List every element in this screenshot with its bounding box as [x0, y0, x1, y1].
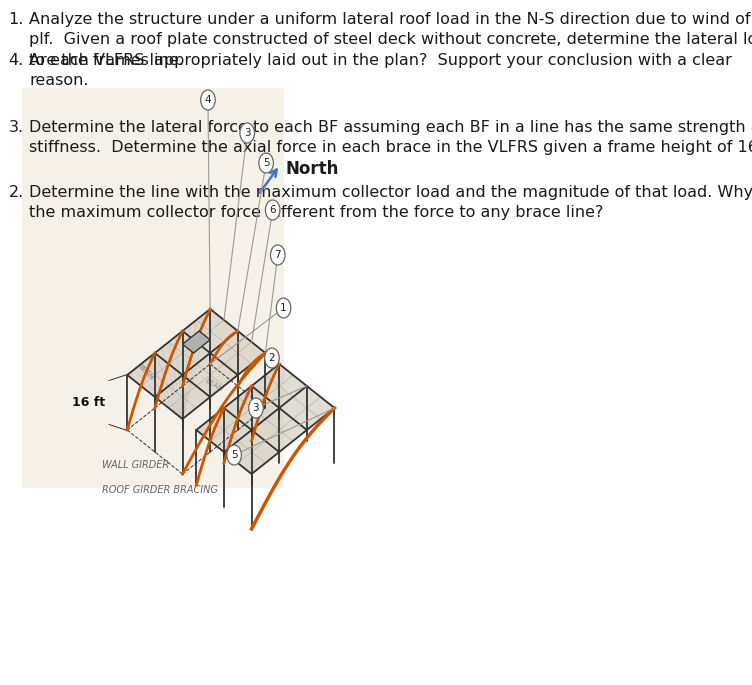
Text: ROOF GIRDER BRACING: ROOF GIRDER BRACING — [102, 485, 217, 495]
Text: 1.: 1. — [9, 12, 24, 27]
Text: North: North — [286, 160, 339, 178]
Text: 3: 3 — [244, 128, 250, 138]
Circle shape — [249, 398, 263, 418]
Text: 6: 6 — [269, 205, 276, 215]
Text: 2.: 2. — [9, 185, 24, 200]
Polygon shape — [183, 331, 210, 353]
Circle shape — [276, 298, 291, 318]
Circle shape — [227, 445, 241, 465]
Circle shape — [265, 348, 279, 368]
Bar — [22, 88, 284, 488]
Circle shape — [201, 90, 215, 110]
Text: 16 ft: 16 ft — [72, 396, 105, 409]
Text: BEAM: BEAM — [137, 363, 156, 382]
Text: 4: 4 — [205, 95, 211, 105]
Text: 3: 3 — [253, 403, 259, 413]
Circle shape — [259, 153, 274, 173]
Text: BEAM: BEAM — [204, 378, 224, 393]
Text: 1: 1 — [280, 303, 287, 313]
Circle shape — [240, 123, 254, 143]
Text: 3.: 3. — [9, 120, 24, 135]
Text: Determine the line with the maximum collector load and the magnitude of that loa: Determine the line with the maximum coll… — [29, 185, 752, 221]
Text: 5: 5 — [231, 450, 238, 460]
Text: 4.: 4. — [9, 53, 24, 68]
Text: 5: 5 — [262, 158, 269, 168]
Circle shape — [271, 245, 285, 265]
Text: Are the frames appropriately laid out in the plan?  Support your conclusion with: Are the frames appropriately laid out in… — [29, 53, 732, 88]
Polygon shape — [196, 364, 335, 474]
Polygon shape — [127, 309, 265, 419]
Text: Determine the lateral force to each BF assuming each BF in a line has the same s: Determine the lateral force to each BF a… — [29, 120, 752, 155]
Circle shape — [265, 200, 280, 220]
Text: Analyze the structure under a uniform lateral roof load in the N-S direction due: Analyze the structure under a uniform la… — [29, 12, 752, 68]
Text: 2: 2 — [268, 353, 275, 363]
Text: 7: 7 — [274, 250, 281, 260]
Text: WALL GIRDER: WALL GIRDER — [102, 460, 169, 470]
